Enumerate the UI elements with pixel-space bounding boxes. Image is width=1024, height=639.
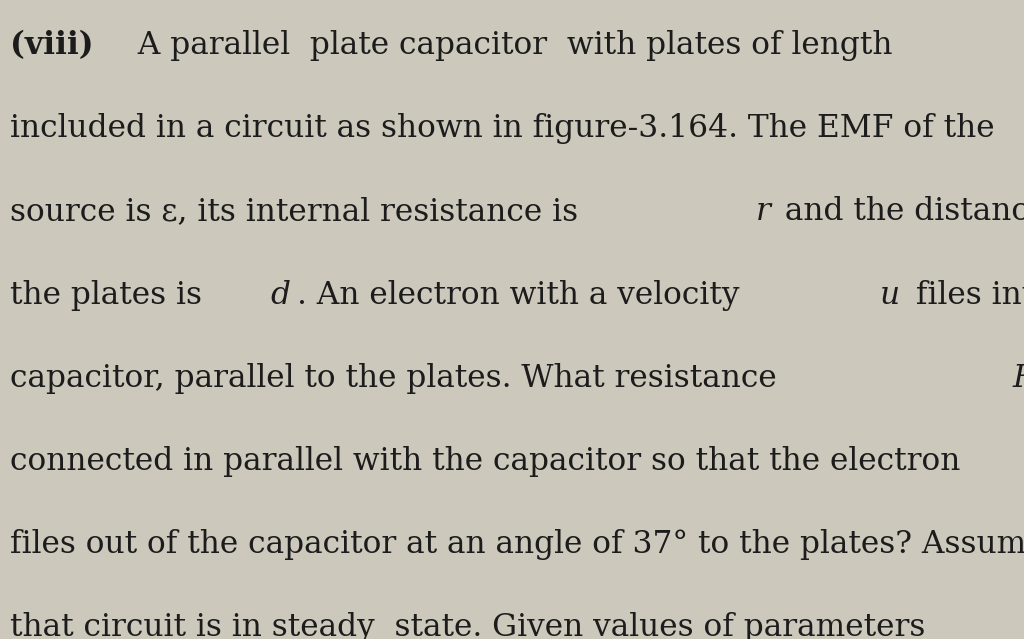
Text: A parallel  plate capacitor  with plates of length: A parallel plate capacitor with plates o… [118,30,902,61]
Text: r: r [756,196,771,227]
Text: capacitor, parallel to the plates. What resistance: capacitor, parallel to the plates. What … [10,362,786,394]
Text: the plates is: the plates is [10,279,212,311]
Text: d: d [270,279,291,311]
Text: that circuit is in steady  state. Given values of parameters: that circuit is in steady state. Given v… [10,612,926,639]
Text: included in a circuit as shown in figure-3.164. The EMF of the: included in a circuit as shown in figure… [10,113,995,144]
Text: connected in parallel with the capacitor so that the electron: connected in parallel with the capacitor… [10,445,961,477]
Text: (viii): (viii) [10,30,94,61]
Text: source is ε, its internal resistance is: source is ε, its internal resistance is [10,196,588,227]
Text: u: u [881,279,900,311]
Text: . An electron with a velocity: . An electron with a velocity [297,279,749,311]
Text: and the distance between: and the distance between [775,196,1024,227]
Text: files into the: files into the [906,279,1024,311]
Text: R: R [1013,362,1024,394]
Text: files out of the capacitor at an angle of 37° to the plates? Assume: files out of the capacitor at an angle o… [10,528,1024,560]
